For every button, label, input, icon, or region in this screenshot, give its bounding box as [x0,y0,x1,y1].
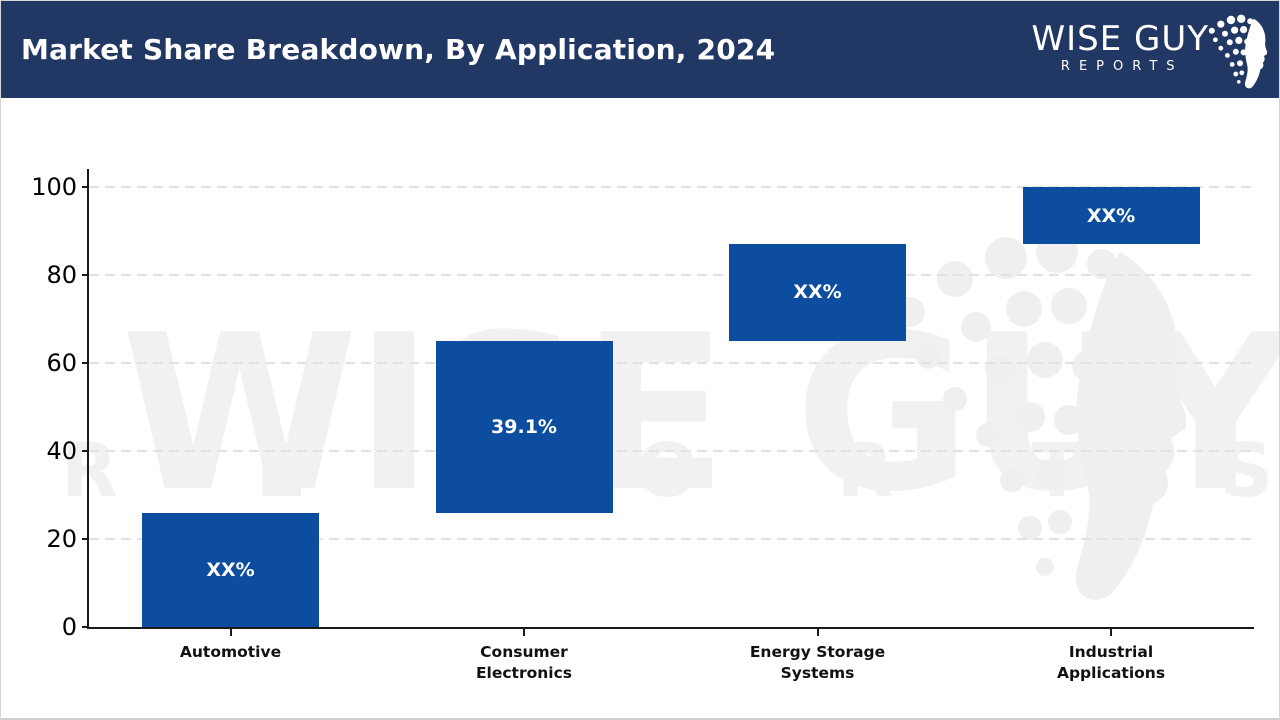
wiseguy-logo: WISE GUY REPORTS [1031,7,1267,95]
y-tick-label: 100 [31,173,77,201]
gridline [89,450,1254,452]
x-category-label-consumer-electronics: Consumer Electronics [475,643,573,682]
y-tick-mark [82,626,89,628]
y-tick-mark [82,274,89,276]
y-tick-label: 0 [61,613,77,641]
x-tick-mark [229,629,232,636]
page-title: Market Share Breakdown, By Application, … [21,33,776,66]
bar-value-label-consumer-electronics: 39.1% [491,415,557,438]
x-tick-mark [523,629,525,636]
x-axis-line [87,627,1254,629]
x-tick-mark [816,629,819,636]
bar-value-label-industrial-applications: XX% [1086,204,1136,227]
gridline [89,362,1254,364]
logo-subtitle: REPORTS [1060,59,1184,74]
x-tick-mark [1110,629,1112,636]
gridline [89,538,1254,540]
y-tick-label: 80 [46,261,77,289]
bar-value-label-energy-storage-systems: XX% [793,281,842,304]
bar-energy-storage-systems [729,244,906,341]
x-category-label-energy-storage-systems: Energy Storage Systems [749,643,886,682]
y-tick-mark [82,186,89,188]
y-tick-mark [82,450,89,452]
logo-wordmark: WISE GUY [1031,19,1209,59]
bar-consumer-electronics [435,340,613,513]
y-axis-line [87,169,89,629]
bar-automotive [142,512,319,627]
y-tick-label: 60 [46,349,77,377]
y-tick-label: 20 [46,525,77,553]
bar-industrial-applications [1022,187,1200,245]
logo-head-icon [1208,14,1267,89]
y-tick-label: 40 [46,437,77,465]
watermark-head-icon [895,231,1186,600]
header-bar: Market Share Breakdown, By Application, … [1,1,1279,98]
gridline [89,186,1254,188]
y-tick-mark [82,538,89,540]
x-category-label-automotive: Automotive [179,643,282,661]
chart-canvas: WISE GUY R E P O R T S 0 20 40 60 80 100 XX% Au… [1,98,1279,718]
y-tick-mark [82,362,89,364]
gridline [89,274,1254,276]
x-category-label-industrial-applications: Industrial Applications [1056,643,1166,682]
bar-value-label-automotive: XX% [206,558,255,581]
